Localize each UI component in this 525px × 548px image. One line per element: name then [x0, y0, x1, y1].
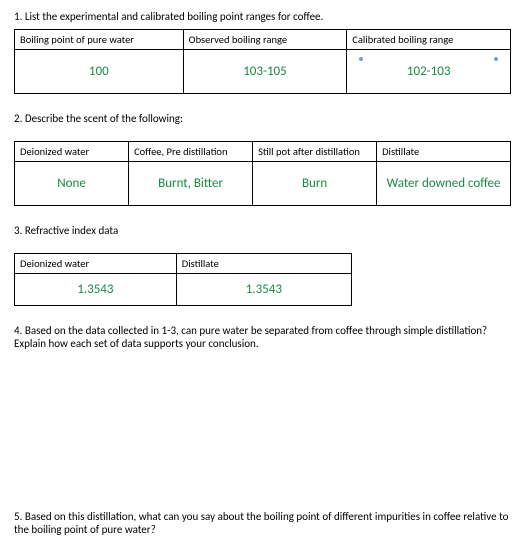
q1-value-1: 103-105: [183, 50, 347, 94]
q3-value-1: 1.3543: [176, 274, 351, 306]
q2-value-3: Water downed coffee: [377, 162, 511, 206]
q2-header-2: Still pot after distillation: [253, 142, 377, 162]
q2-header-3: Distillate: [377, 142, 511, 162]
q4-prompt: 4. Based on the data collected in 1-3, c…: [14, 324, 511, 350]
q1-header-2: Calibrated boiling range: [347, 30, 511, 50]
q2-table: Deionized water Coffee, Pre distillation…: [14, 141, 511, 206]
q2-value-0: None: [15, 162, 129, 206]
q3-value-0: 1.3543: [15, 274, 177, 306]
q3-prompt: 3. Refractive index data: [14, 224, 511, 237]
q2-header-1: Coffee, Pre distillation: [129, 142, 253, 162]
q1-prompt: 1. List the experimental and calibrated …: [14, 10, 511, 23]
q3-table: Deionized water Distillate 1.3543 1.3543: [14, 253, 352, 306]
q3-header-1: Distillate: [176, 254, 351, 274]
q2-value-2: Burn: [253, 162, 377, 206]
table-row: Deionized water Distillate: [15, 254, 352, 274]
table-row: Deionized water Coffee, Pre distillation…: [15, 142, 511, 162]
table-row: 100 103-105 102-103: [15, 50, 511, 94]
q1-value-2[interactable]: 102-103: [347, 50, 511, 94]
q2-header-0: Deionized water: [15, 142, 129, 162]
q2-prompt: 2. Describe the scent of the following:: [14, 112, 511, 125]
q1-table: Boiling point of pure water Observed boi…: [14, 29, 511, 94]
q2-value-1: Burnt, Bitter: [129, 162, 253, 206]
q1-header-0: Boiling point of pure water: [15, 30, 184, 50]
table-row: Boiling point of pure water Observed boi…: [15, 30, 511, 50]
q3-header-0: Deionized water: [15, 254, 177, 274]
table-row: 1.3543 1.3543: [15, 274, 352, 306]
q1-value-0: 100: [15, 50, 184, 94]
q5-prompt: 5. Based on this distillation, what can …: [14, 510, 511, 536]
q1-header-1: Observed boiling range: [183, 30, 347, 50]
table-row: None Burnt, Bitter Burn Water downed cof…: [15, 162, 511, 206]
